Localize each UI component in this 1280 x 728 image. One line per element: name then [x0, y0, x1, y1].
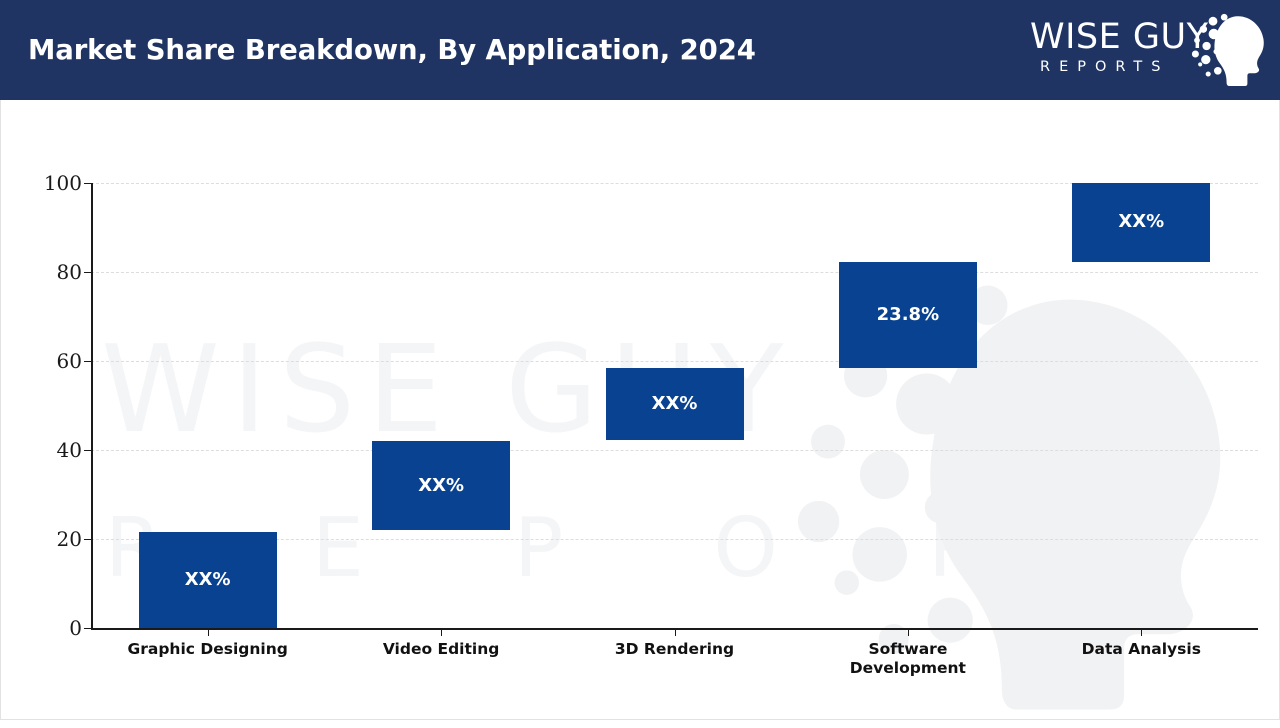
x-tick-label: Data Analysis: [1021, 640, 1261, 659]
y-tick-mark: [84, 539, 91, 540]
y-tick-label: 60: [56, 349, 82, 373]
x-tick-label: 3D Rendering: [555, 640, 795, 659]
x-tick-label: Video Editing: [321, 640, 561, 659]
page-header: Market Share Breakdown, By Application, …: [0, 0, 1280, 100]
x-tick-label-line: 3D Rendering: [614, 640, 735, 658]
bar: 23.8%: [838, 261, 977, 368]
logo-primary-text: WISE GUY: [1030, 17, 1209, 57]
bar-value-label: XX%: [184, 569, 231, 591]
x-tick-mark: [441, 628, 443, 636]
gridline: [91, 183, 1258, 184]
y-tick-label: 40: [56, 438, 82, 462]
watermark-secondary-text: R E P O R T S: [105, 501, 1258, 596]
y-tick-label: 100: [43, 171, 82, 195]
dotted-head-profile-icon: [1191, 13, 1264, 86]
bar-value-label: XX%: [1118, 211, 1165, 233]
y-tick-label: 20: [56, 527, 82, 551]
bar: XX%: [372, 441, 511, 531]
gridline: [91, 272, 1258, 273]
y-tick-label: 80: [56, 260, 82, 284]
y-tick-mark: [84, 272, 91, 273]
x-tick-label-line: Graphic Designing: [127, 640, 288, 658]
y-tick-mark: [84, 183, 91, 184]
x-tick-label-line: Software: [868, 640, 948, 658]
y-tick-mark: [84, 361, 91, 362]
bar-value-label: XX%: [418, 474, 464, 496]
chart-watermark: WISE GUY R E P O R T S: [91, 283, 1258, 728]
y-tick-label: 0: [69, 616, 82, 640]
x-tick-label: Graphic Designing: [88, 640, 328, 659]
wise-guy-reports-logo: WISE GUY REPORTS: [1006, 8, 1274, 92]
bar: XX%: [1072, 183, 1211, 262]
bar: XX%: [138, 532, 277, 628]
bar-chart: WISE GUY R E P O R T S: [0, 100, 1280, 720]
gridline: [91, 450, 1258, 451]
x-tick-label-line: Video Editing: [382, 640, 500, 658]
x-tick-mark: [207, 628, 209, 636]
logo-secondary-text: REPORTS: [1040, 59, 1170, 75]
bar: XX%: [605, 367, 744, 441]
gridline: [91, 361, 1258, 362]
x-tick-mark: [674, 628, 676, 636]
y-tick-mark: [84, 450, 91, 451]
gridline: [91, 539, 1258, 540]
y-axis-line: [91, 183, 93, 629]
bar-value-label: XX%: [651, 392, 698, 414]
x-tick-label-line: Data Analysis: [1081, 640, 1201, 658]
x-tick-mark: [1141, 628, 1143, 636]
x-tick-label: Software Development: [788, 640, 1028, 679]
x-tick-mark: [907, 628, 909, 636]
y-tick-mark: [84, 628, 91, 629]
page-title: Market Share Breakdown, By Application, …: [28, 34, 756, 66]
x-tick-label-line: Development: [849, 659, 966, 678]
bar-value-label: 23.8%: [876, 303, 940, 325]
